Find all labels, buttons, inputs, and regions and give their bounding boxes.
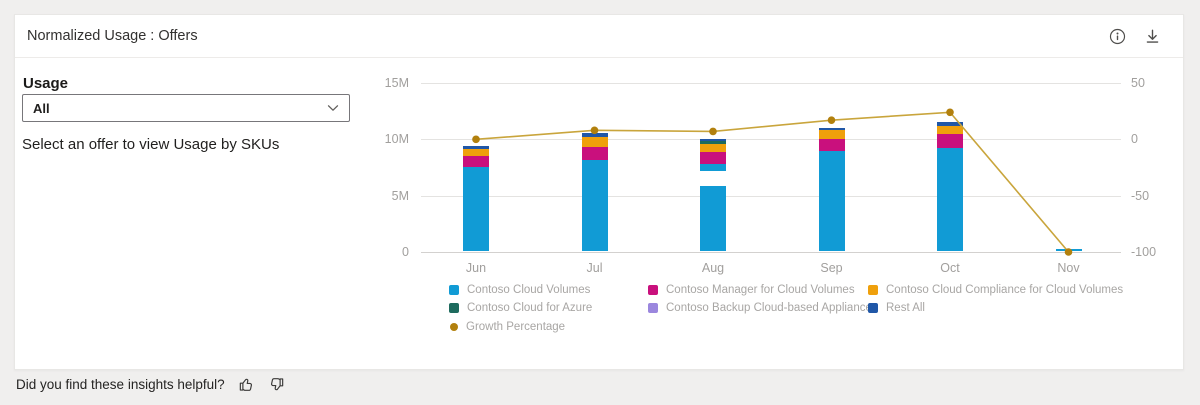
bar-segment-manager[interactable] [581, 146, 608, 160]
card-header: Normalized Usage : Offers [15, 15, 1183, 58]
legend-label: Contoso Manager for Cloud Volumes [666, 283, 855, 296]
gridline [421, 195, 1121, 197]
normalized-usage-card: Normalized Usage : Offers Usage All [14, 14, 1184, 370]
bar-segment-manager[interactable] [700, 152, 726, 165]
bar-segment-compliance[interactable] [818, 130, 845, 140]
legend-label: Contoso Cloud Compliance for Cloud Volum… [886, 283, 1124, 296]
growth-point[interactable] [946, 108, 954, 117]
legend-label: Contoso Cloud for Azure [467, 302, 593, 314]
bar-segment-restall[interactable] [818, 128, 845, 131]
chart-legend: Contoso Cloud Volumes Contoso Manager for… [449, 283, 1123, 333]
legend-item-manager[interactable]: Contoso Manager for Cloud Volumes [648, 283, 868, 296]
select-offer-hint: Select an offer to view Usage by SKUs [22, 136, 280, 153]
y-axis-right-tick: -100 [1131, 245, 1157, 259]
x-axis-label: Aug [701, 261, 725, 275]
growth-line-layer [472, 108, 1073, 256]
bar-segment-compliance[interactable] [463, 148, 489, 157]
bar-sep[interactable] [818, 128, 845, 251]
legend-item-volumes[interactable]: Contoso Cloud Volumes [449, 283, 648, 296]
legend-item-azure[interactable]: Contoso Cloud for Azure [449, 302, 648, 315]
bar-segment-volumes[interactable] [700, 164, 726, 172]
legend-label: Contoso Cloud Volumes [467, 283, 591, 296]
bar-aug[interactable] [700, 138, 726, 251]
bar-segment-restall[interactable] [937, 122, 963, 126]
growth-point[interactable] [709, 127, 717, 136]
growth-point[interactable] [1064, 248, 1073, 256]
page-title: Normalized Usage : Offers [27, 28, 198, 44]
feedback-question: Did you find these insights helpful? [16, 377, 225, 392]
thumbs-down-icon[interactable] [268, 376, 285, 393]
bar-segment-restall[interactable] [700, 138, 726, 142]
growth-line [475, 111, 1070, 253]
usage-dropdown[interactable]: All [22, 94, 350, 122]
bar-segment-restall[interactable] [463, 146, 489, 149]
header-icons [1108, 27, 1161, 45]
bar-jul[interactable] [581, 133, 608, 251]
y-axis-left-tick: 0 [402, 245, 409, 259]
legend-item-compliance[interactable]: Contoso Cloud Compliance for Cloud Volum… [868, 283, 1123, 296]
bar-oct[interactable] [937, 122, 963, 251]
y-axis-left-tick: 15M [384, 76, 409, 90]
bar-segment-volumes[interactable] [937, 148, 963, 251]
legend-swatch [449, 284, 459, 295]
legend-label: Contoso Backup Cloud-based Appliance [666, 302, 872, 314]
legend-swatch [868, 303, 878, 313]
legend-swatch [648, 303, 658, 313]
legend-item-growth[interactable]: Growth Percentage [449, 320, 648, 333]
y-axis-right-tick: 50 [1131, 76, 1145, 90]
thumbs-up-icon[interactable] [238, 376, 255, 393]
legend-swatch [648, 284, 658, 295]
bar-segment-volumes[interactable] [463, 166, 489, 251]
download-icon[interactable] [1143, 27, 1161, 45]
bar-segment-gap [700, 171, 726, 186]
feedback-bar: Did you find these insights helpful? [16, 376, 285, 393]
gridline [421, 252, 1121, 253]
bar-segment-volumes[interactable] [700, 185, 726, 251]
growth-point[interactable] [590, 126, 599, 135]
legend-swatch [449, 303, 459, 313]
legend-label: Growth Percentage [466, 320, 566, 333]
legend-item-restall[interactable]: Rest All [868, 302, 1123, 315]
bar-jun[interactable] [463, 146, 489, 251]
legend-label: Rest All [886, 302, 925, 314]
legend-swatch [868, 284, 878, 295]
bar-segment-compliance[interactable] [700, 144, 726, 153]
y-axis-left-tick: 10M [384, 132, 409, 147]
gridline [421, 139, 1121, 141]
chevron-down-icon [327, 99, 339, 117]
gridline [421, 83, 1121, 84]
x-axis-label: Jun [465, 261, 487, 275]
bar-segment-manager[interactable] [937, 133, 963, 149]
bar-segment-compliance[interactable] [581, 136, 608, 147]
x-axis-label: Nov [1057, 261, 1080, 275]
y-axis-left-tick: 5M [391, 188, 409, 203]
usage-filter-label: Usage [23, 75, 69, 92]
x-axis-label: Sep [820, 261, 843, 275]
bar-segment-manager[interactable] [463, 156, 489, 167]
x-axis-label: Oct [940, 261, 960, 275]
info-icon[interactable] [1108, 27, 1126, 45]
legend-item-backup[interactable]: Contoso Backup Cloud-based Appliance [648, 302, 872, 315]
x-axis-label: Jul [586, 261, 603, 275]
bar-segment-azure[interactable] [700, 141, 726, 144]
bar-segment-volumes[interactable] [818, 151, 845, 251]
bar-segment-restall[interactable] [581, 133, 608, 137]
y-axis-right-tick: -50 [1131, 188, 1150, 203]
bar-segment-volumes[interactable] [581, 159, 608, 251]
bar-segment-manager[interactable] [818, 139, 845, 152]
usage-dropdown-value: All [33, 100, 50, 116]
legend-swatch [450, 322, 458, 331]
y-axis-right-tick: 0 [1131, 132, 1138, 147]
usage-chart-plot: 15M 50 10M 0 5M -50 0 -100 Jun Jul Aug Sep Oct Nov [385, 76, 1156, 275]
growth-point[interactable] [827, 116, 836, 124]
growth-point[interactable] [472, 135, 480, 144]
bar-segment-compliance[interactable] [937, 125, 963, 134]
